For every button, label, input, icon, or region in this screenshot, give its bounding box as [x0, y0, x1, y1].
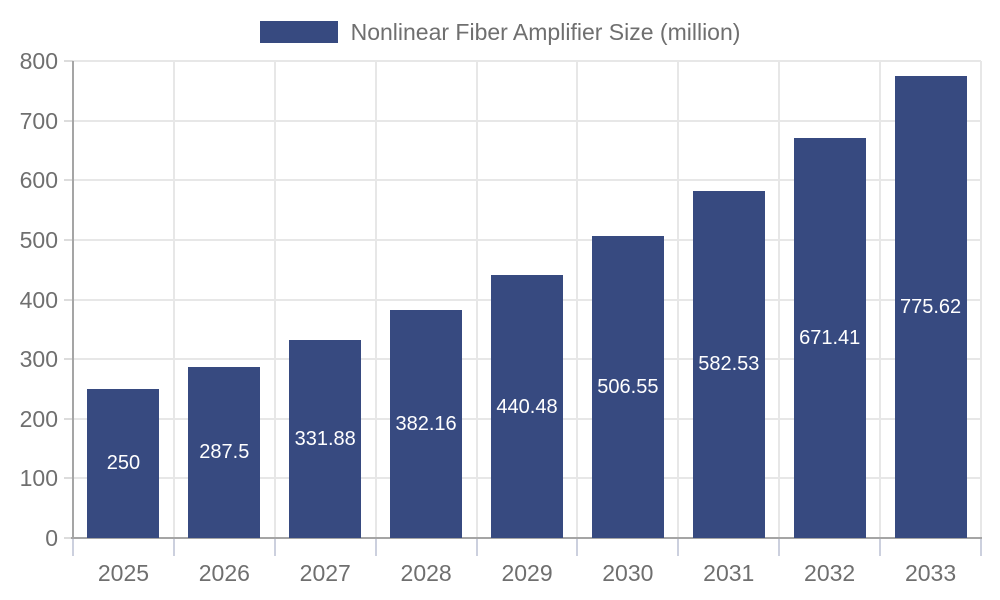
- bar-2030: 506.55: [591, 236, 664, 538]
- gridline-vertical: [273, 61, 276, 538]
- x-axis-tick: [72, 539, 74, 556]
- bar-value-label: 382.16: [395, 413, 457, 436]
- y-axis-tick: [64, 60, 73, 62]
- x-axis-tick: [980, 539, 982, 556]
- x-axis-tick-label: 2029: [501, 560, 553, 586]
- bar-2028: 382.16: [390, 310, 463, 538]
- y-axis-tick-label: 600: [19, 167, 58, 194]
- gridline-horizontal: [73, 119, 981, 122]
- x-axis-tick: [576, 539, 579, 556]
- y-axis-tick: [64, 119, 73, 122]
- y-axis-tick: [64, 417, 73, 420]
- y-axis-tick: [64, 358, 73, 361]
- x-axis-tick-label: 2032: [804, 560, 856, 586]
- y-axis-tick-label: 300: [19, 346, 58, 373]
- bar-value-label: 671.41: [799, 326, 861, 349]
- x-axis-tick: [677, 539, 680, 556]
- y-axis-tick-label: 200: [19, 405, 58, 432]
- bar-2031: 582.53: [692, 190, 765, 538]
- gridline-horizontal: [73, 179, 981, 182]
- bar-2025: 250: [87, 388, 160, 538]
- y-axis-tick-label: 700: [19, 107, 58, 134]
- gridline-vertical: [172, 61, 175, 538]
- y-axis-line: [72, 61, 74, 538]
- x-axis-tick: [273, 539, 276, 556]
- x-axis-tick-label: 2026: [198, 560, 250, 586]
- gridline-horizontal: [73, 238, 981, 241]
- x-axis-tick: [879, 539, 882, 556]
- y-axis-tick-label: 100: [19, 465, 58, 492]
- x-axis-tick-label: 2025: [97, 560, 150, 586]
- y-axis-tick: [64, 477, 73, 480]
- x-axis-tick: [374, 539, 377, 556]
- bar-2033: 775.62: [894, 75, 967, 538]
- bar-value-label: 582.53: [698, 353, 760, 376]
- y-axis-tick: [64, 179, 73, 182]
- legend-swatch[interactable]: [259, 21, 338, 43]
- x-axis-tick-label: 2031: [703, 560, 755, 586]
- y-axis-tick-label: 0: [45, 525, 58, 551]
- bar-2026: 287.5: [188, 366, 261, 538]
- bar-2029: 440.48: [491, 275, 563, 538]
- y-axis-tick-label: 800: [19, 48, 58, 74]
- bar-value-label: 287.5: [199, 441, 250, 464]
- x-axis-tick-label: 2027: [299, 560, 351, 586]
- bar-value-label: 440.48: [496, 395, 558, 418]
- gridline-vertical: [778, 61, 781, 538]
- y-axis-tick: [64, 298, 73, 301]
- y-axis-tick-label: 500: [19, 226, 58, 253]
- bar-value-label: 775.62: [900, 295, 962, 318]
- gridline-horizontal: [73, 60, 981, 62]
- x-axis-tick-label: 2033: [904, 560, 957, 586]
- y-axis-tick: [64, 537, 73, 539]
- bar-2027: 331.88: [289, 340, 362, 538]
- y-axis-tick-label: 400: [19, 286, 58, 313]
- x-axis-tick-label: 2028: [400, 560, 452, 586]
- legend: Nonlinear Fiber Amplifier Size (million): [0, 18, 1000, 46]
- legend-label[interactable]: Nonlinear Fiber Amplifier Size (million): [350, 18, 741, 45]
- bar-2032: 671.41: [793, 137, 866, 538]
- x-axis-tick: [172, 539, 175, 556]
- x-axis-tick: [475, 539, 478, 556]
- bar-value-label: 250: [106, 452, 141, 475]
- gridline-vertical: [576, 61, 579, 538]
- y-axis-tick: [64, 238, 73, 241]
- gridline-vertical: [879, 61, 882, 538]
- x-axis-line: [71, 537, 982, 539]
- x-axis-tick-label: 2030: [602, 560, 654, 586]
- gridline-vertical: [980, 61, 982, 538]
- bar-value-label: 331.88: [294, 428, 356, 451]
- x-axis-tick: [778, 539, 781, 556]
- bar-value-label: 506.55: [597, 376, 659, 398]
- gridline-vertical: [475, 61, 478, 538]
- gridline-vertical: [374, 61, 377, 538]
- gridline-vertical: [677, 61, 680, 538]
